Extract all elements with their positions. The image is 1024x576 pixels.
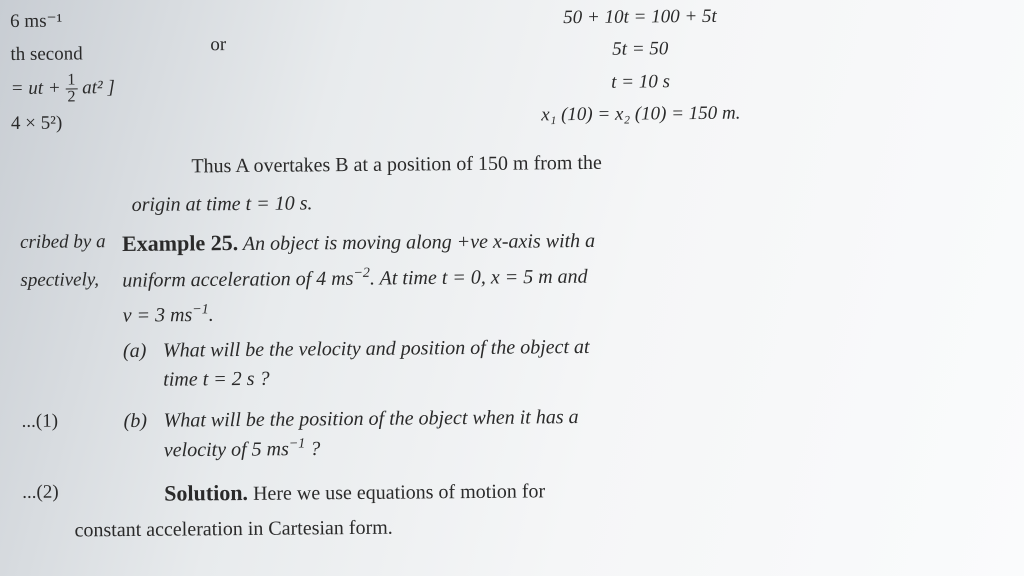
equation-2: 5t = 50 bbox=[286, 32, 994, 68]
thus-line: Thus A overtakes B at a position of 150 … bbox=[11, 144, 995, 183]
solution-title: Solution. bbox=[164, 480, 248, 506]
equation-1: 50 + 10t = 100 + 5t bbox=[286, 0, 994, 35]
margin-spectively: spectively, bbox=[12, 266, 122, 295]
question-a-text: What will be the velocity and position o… bbox=[163, 330, 997, 395]
fragment-velocity: 6 ms⁻¹ bbox=[10, 6, 190, 36]
question-b: (b) What will be the position of the obj… bbox=[123, 400, 997, 466]
margin-cribed: cribed by a bbox=[12, 228, 122, 257]
solution-row-2: constant acceleration in Cartesian form. bbox=[14, 508, 998, 546]
example-row-2: spectively, uniform acceleration of 4 ms… bbox=[12, 258, 996, 296]
question-b-text: What will be the position of the object … bbox=[163, 400, 997, 466]
question-a-label: (a) bbox=[123, 337, 164, 395]
body-text: Thus A overtakes B at a position of 150 … bbox=[11, 144, 998, 546]
equation-3: t = 10 s bbox=[286, 64, 994, 100]
solution-row: ...(2) Solution. Here we use equations o… bbox=[14, 470, 998, 511]
question-a-row: (a) What will be the velocity and positi… bbox=[13, 330, 998, 403]
question-b-label: (b) bbox=[123, 407, 164, 466]
example-row-3: v = 3 ms−1. bbox=[13, 294, 997, 332]
top-section: 6 ms⁻¹ th second = ut + 12 at² ] 4 × 5²)… bbox=[10, 0, 995, 143]
fragment-kinematic-eq: = ut + 12 at² ] bbox=[11, 71, 191, 106]
example-line-3: v = 3 ms−1. bbox=[123, 294, 997, 331]
solution-line-1: Solution. Here we use equations of motio… bbox=[124, 470, 998, 510]
example-line-1: Example 25. An object is moving along +v… bbox=[122, 220, 996, 260]
solution-line-2: constant acceleration in Cartesian form. bbox=[74, 508, 998, 545]
equation-4: x₁ (10) = x₂ (10) = 150 m. bbox=[287, 97, 995, 133]
example-title: Example 25. bbox=[122, 230, 238, 256]
fragment-calc: 4 × 5²) bbox=[11, 109, 191, 139]
center-equations: 50 + 10t = 100 + 5t 5t = 50 t = 10 s x₁ … bbox=[226, 0, 995, 136]
or-label: or bbox=[190, 34, 226, 56]
margin-dots-2: ...(2) bbox=[14, 478, 124, 507]
question-b-row: ...(1) (b) What will be the position of … bbox=[13, 400, 998, 473]
example-row-1: cribed by a Example 25. An object is mov… bbox=[12, 220, 996, 261]
origin-line: origin at time t = 10 s. bbox=[12, 182, 996, 221]
fragment-second: th second bbox=[10, 39, 190, 69]
margin-dots-1: ...(1) bbox=[13, 407, 123, 436]
left-margin-fragments: 6 ms⁻¹ th second = ut + 12 at² ] 4 × 5²) bbox=[10, 6, 191, 142]
example-line-2: uniform acceleration of 4 ms−2. At time … bbox=[122, 258, 996, 295]
question-a: (a) What will be the velocity and positi… bbox=[123, 330, 997, 396]
